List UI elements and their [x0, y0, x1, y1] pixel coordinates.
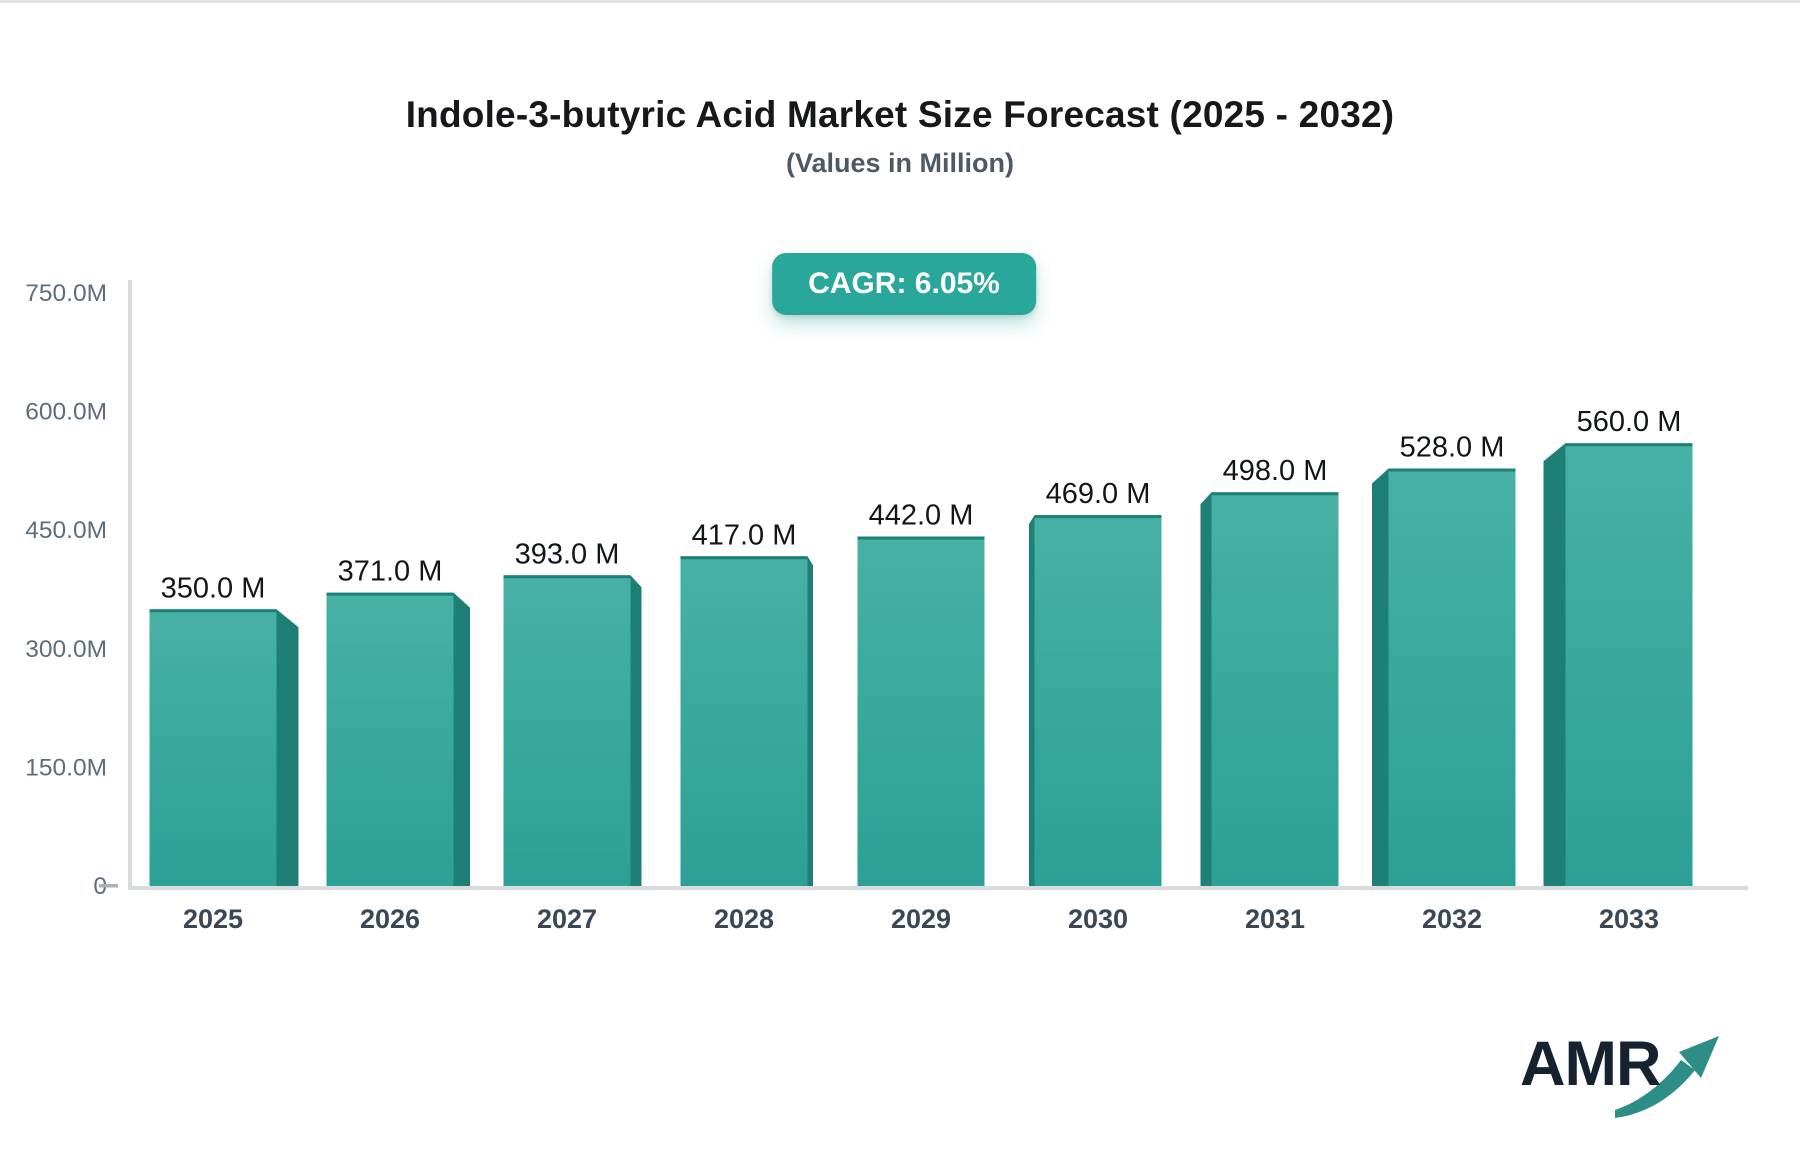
x-tick-label-2029: 2029 — [891, 904, 951, 934]
bar-2029[interactable] — [857, 536, 985, 886]
bar-side-2025 — [276, 609, 299, 886]
card-top-border — [0, 0, 1800, 3]
bar-side-2031 — [1200, 492, 1212, 886]
bar-value-label-2031: 498.0 M — [1223, 455, 1328, 487]
bar-side-2033 — [1543, 443, 1566, 886]
bar-value-label-2033: 560.0 M — [1577, 406, 1682, 438]
bar-2026[interactable] — [326, 592, 454, 886]
bar-side-2028 — [807, 556, 813, 886]
x-tick-label-2030: 2030 — [1068, 904, 1128, 934]
bar-2033[interactable] — [1565, 443, 1693, 886]
bar-2025[interactable] — [149, 609, 277, 886]
x-tick-label-2032: 2032 — [1422, 904, 1482, 934]
bar-value-label-2028: 417.0 M — [692, 519, 797, 551]
bar-side-2030 — [1029, 515, 1035, 886]
y-tick-label-150: 150.0M — [25, 754, 107, 781]
bar-value-label-2029: 442.0 M — [869, 500, 974, 532]
zero-tick-dash — [99, 884, 118, 888]
bar-2027[interactable] — [503, 575, 631, 886]
y-tick-label-300: 300.0M — [25, 636, 107, 663]
x-tick-label-2033: 2033 — [1599, 904, 1659, 934]
x-tick-label-2027: 2027 — [537, 904, 597, 934]
amr-logo-text: AMR — [1520, 1029, 1661, 1099]
bar-2032[interactable] — [1388, 468, 1516, 886]
bar-value-label-2025: 350.0 M — [161, 572, 266, 604]
bar-2031[interactable] — [1211, 492, 1339, 886]
bar-2030[interactable] — [1034, 515, 1162, 886]
bar-value-label-2027: 393.0 M — [515, 538, 620, 570]
x-tick-label-2025: 2025 — [183, 904, 243, 934]
growth-arrow-icon — [1615, 1036, 1719, 1118]
x-axis-line — [128, 886, 1748, 890]
x-tick-label-2031: 2031 — [1245, 904, 1305, 934]
chart-subtitle: (Values in Million) — [785, 148, 1015, 178]
bar-2028[interactable] — [680, 556, 808, 886]
x-tick-label-2028: 2028 — [714, 904, 774, 934]
y-tick-label-600: 600.0M — [25, 399, 107, 426]
bar-value-label-2030: 469.0 M — [1046, 478, 1151, 510]
bar-side-2026 — [453, 592, 470, 886]
chart-title: Indole-3-butyric Acid Market Size Foreca… — [405, 94, 1395, 135]
x-tick-label-2026: 2026 — [360, 904, 420, 934]
bar-side-2032 — [1372, 468, 1389, 886]
y-axis-line — [128, 280, 132, 890]
amr-logo[interactable]: AMR — [1520, 1028, 1745, 1128]
y-tick-label-450: 450.0M — [25, 517, 107, 544]
cagr-badge: CAGR: 6.05% — [772, 253, 1036, 315]
bar-side-2027 — [630, 575, 642, 886]
y-tick-label-750: 750.0M — [25, 280, 107, 307]
bar-value-label-2026: 371.0 M — [338, 556, 443, 588]
bar-value-label-2032: 528.0 M — [1400, 432, 1505, 464]
